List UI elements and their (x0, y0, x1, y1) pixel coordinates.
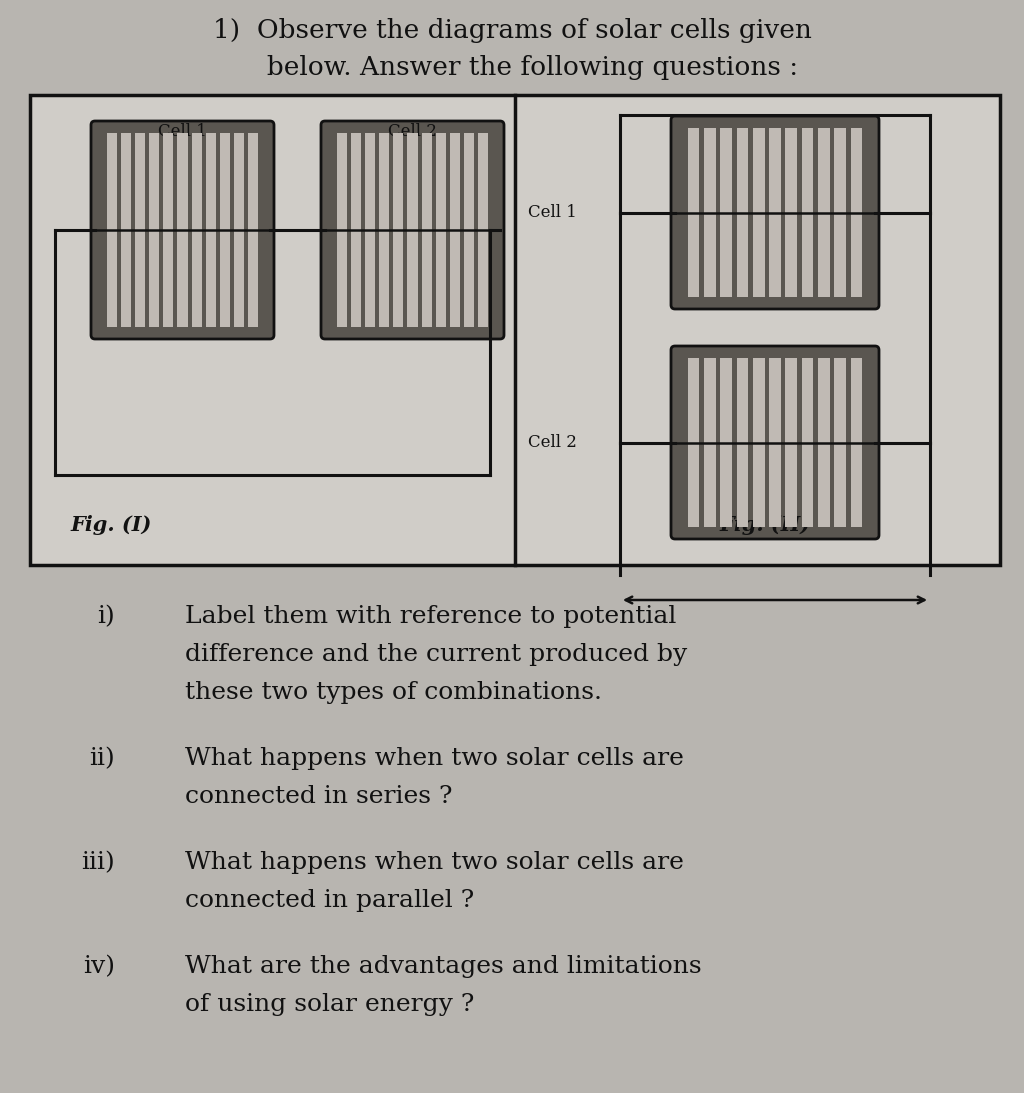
Bar (736, 359, 749, 527)
Bar (177, 133, 187, 327)
Text: What are the advantages and limitations: What are the advantages and limitations (185, 955, 701, 978)
Text: ii): ii) (89, 747, 115, 769)
FancyBboxPatch shape (91, 121, 274, 339)
Bar (785, 359, 797, 527)
Text: these two types of combinations.: these two types of combinations. (185, 681, 602, 704)
Text: Cell 1: Cell 1 (528, 204, 577, 221)
Text: What happens when two solar cells are: What happens when two solar cells are (185, 851, 684, 874)
Bar (30, 95, 1000, 565)
Text: iii): iii) (81, 851, 115, 874)
Bar (720, 359, 732, 527)
Bar (851, 359, 862, 527)
Bar (233, 133, 244, 327)
Bar (802, 359, 813, 527)
Bar (703, 359, 716, 527)
Bar (220, 133, 229, 327)
Bar (785, 128, 797, 297)
Bar (248, 133, 258, 327)
Text: Cell 2: Cell 2 (388, 124, 437, 140)
Bar (135, 133, 145, 327)
Text: Fig. (II): Fig. (II) (720, 515, 811, 534)
Bar (121, 133, 131, 327)
Bar (835, 128, 846, 297)
FancyBboxPatch shape (671, 116, 879, 309)
Bar (688, 128, 699, 297)
Bar (769, 359, 781, 527)
Text: Cell 1: Cell 1 (158, 124, 207, 140)
Bar (422, 133, 432, 327)
Bar (150, 133, 160, 327)
Text: below. Answer the following questions :: below. Answer the following questions : (225, 55, 799, 80)
Bar (337, 133, 347, 327)
Bar (802, 128, 813, 297)
Text: difference and the current produced by: difference and the current produced by (185, 643, 687, 666)
Bar (351, 133, 361, 327)
Text: of using solar energy ?: of using solar energy ? (185, 994, 474, 1016)
Bar (703, 128, 716, 297)
Bar (818, 128, 829, 297)
Bar (450, 133, 460, 327)
Bar (366, 133, 375, 327)
Bar (464, 133, 474, 327)
Bar (191, 133, 202, 327)
Bar (478, 133, 488, 327)
Bar (851, 128, 862, 297)
Bar (736, 128, 749, 297)
Bar (164, 133, 173, 327)
Bar (435, 133, 445, 327)
Bar (108, 133, 117, 327)
FancyBboxPatch shape (321, 121, 504, 339)
Bar (753, 359, 765, 527)
Bar (835, 359, 846, 527)
Bar (393, 133, 403, 327)
Text: What happens when two solar cells are: What happens when two solar cells are (185, 747, 684, 769)
Bar (408, 133, 418, 327)
Text: connected in series ?: connected in series ? (185, 785, 453, 808)
Bar (688, 359, 699, 527)
Bar (206, 133, 216, 327)
Text: connected in parallel ?: connected in parallel ? (185, 889, 474, 912)
Bar (818, 359, 829, 527)
Bar (769, 128, 781, 297)
Text: Cell 2: Cell 2 (528, 434, 577, 451)
Bar (379, 133, 389, 327)
FancyBboxPatch shape (671, 346, 879, 539)
Bar (720, 128, 732, 297)
Text: i): i) (97, 606, 115, 628)
Text: 1)  Observe the diagrams of solar cells given: 1) Observe the diagrams of solar cells g… (213, 17, 811, 43)
Bar (753, 128, 765, 297)
Text: Label them with reference to potential: Label them with reference to potential (185, 606, 677, 628)
Text: Fig. (I): Fig. (I) (70, 515, 152, 534)
Text: iv): iv) (83, 955, 115, 978)
